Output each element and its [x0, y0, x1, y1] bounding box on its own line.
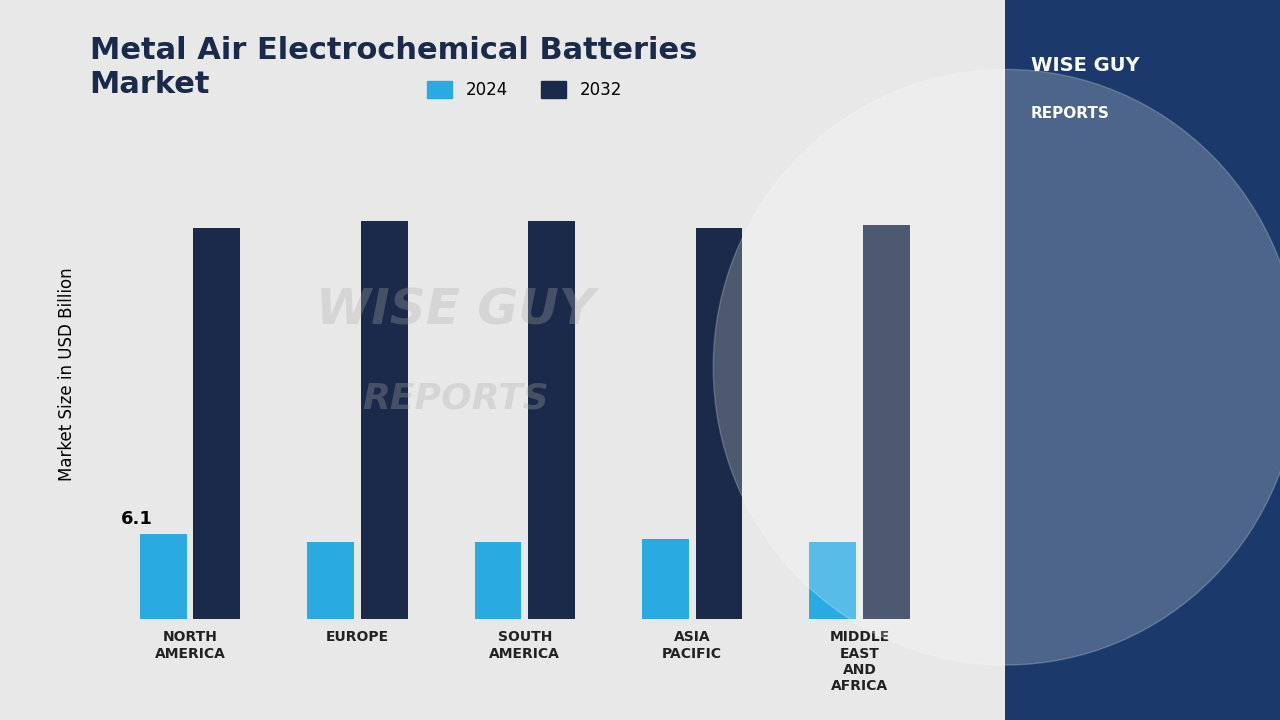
- Bar: [809, 542, 856, 619]
- Text: Metal Air Electrochemical Batteries
Market: Metal Air Electrochemical Batteries Mark…: [90, 36, 698, 99]
- Legend: 2024, 2032: 2024, 2032: [421, 74, 628, 106]
- Bar: [140, 534, 187, 619]
- Text: 6.1: 6.1: [120, 510, 152, 528]
- Bar: [193, 228, 241, 619]
- Text: WISE GUY: WISE GUY: [1030, 56, 1139, 76]
- Bar: [695, 228, 742, 619]
- Text: REPORTS: REPORTS: [362, 382, 549, 416]
- Bar: [529, 220, 575, 619]
- Bar: [863, 225, 910, 619]
- Circle shape: [713, 69, 1280, 665]
- Bar: [361, 220, 407, 619]
- Text: WISE GUY: WISE GUY: [316, 287, 595, 335]
- Y-axis label: Market Size in USD Billion: Market Size in USD Billion: [58, 268, 76, 481]
- Bar: [643, 539, 689, 619]
- Bar: [475, 542, 521, 619]
- Text: REPORTS: REPORTS: [1030, 106, 1110, 121]
- Bar: [307, 542, 355, 619]
